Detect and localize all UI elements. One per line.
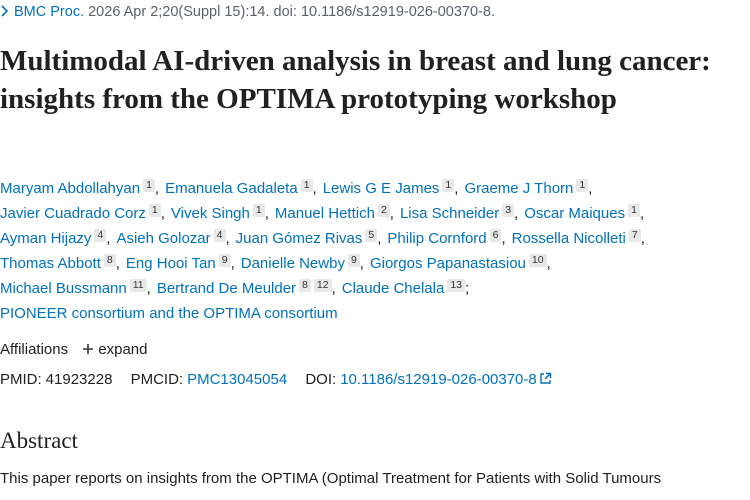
affiliation-number[interactable]: 4 xyxy=(94,229,107,242)
abstract-heading: Abstract xyxy=(0,428,78,453)
affiliation-number[interactable]: 13 xyxy=(447,279,466,292)
author-link[interactable]: Ayman Hijazy xyxy=(0,230,92,247)
author-link[interactable]: Thomas Abbott xyxy=(0,255,101,272)
doi-label: DOI: xyxy=(305,371,337,388)
separator: , xyxy=(588,180,593,197)
author-link[interactable]: Graeme J Thorn xyxy=(464,180,574,197)
pmid-value: 41923228 xyxy=(45,371,113,388)
author-link[interactable]: Giorgos Papanastasiou xyxy=(369,255,526,272)
pmcid-link[interactable]: PMC13045054 xyxy=(187,371,288,388)
affiliation-number[interactable]: 9 xyxy=(347,254,360,267)
affiliation-number[interactable]: 8 xyxy=(103,254,116,267)
author-link[interactable]: Vivek Singh xyxy=(170,205,250,222)
separator: , xyxy=(359,255,364,272)
pmcid-label: PMCID: xyxy=(130,371,184,388)
affiliation-number[interactable]: 1 xyxy=(148,204,161,217)
affiliation-number[interactable]: 1 xyxy=(576,179,589,192)
author-link[interactable]: Danielle Newby xyxy=(240,255,345,272)
separator: , xyxy=(454,180,459,197)
author-link[interactable]: Bertrand De Meulder xyxy=(156,280,297,297)
author-row: Thomas Abbott 8, Eng Hooi Tan 9, Danielle Ne… xyxy=(0,251,651,276)
separator: , xyxy=(312,180,317,197)
author-link[interactable]: Maryam Abdollahyan xyxy=(0,180,141,197)
affiliation-number[interactable]: 2 xyxy=(377,204,390,217)
affiliation-number[interactable]: 12 xyxy=(313,279,332,292)
author-row: PIONEER consortium and the OPTIMA consor… xyxy=(0,301,651,326)
citation: BMC Proc. 2026 Apr 2;20(Suppl 15):14. do… xyxy=(0,4,495,20)
affiliation-number[interactable]: 9 xyxy=(218,254,231,267)
separator: , xyxy=(115,255,120,272)
abstract-text: This paper reports on insights from the … xyxy=(0,470,662,487)
separator: , xyxy=(546,255,551,272)
author-link[interactable]: Manuel Hettich xyxy=(274,205,375,222)
separator: , xyxy=(331,280,336,297)
author-link[interactable]: Michael Bussmann xyxy=(0,280,127,297)
separator: , xyxy=(106,230,111,247)
affiliation-number[interactable]: 5 xyxy=(365,229,378,242)
affiliation-number[interactable]: 8 xyxy=(299,279,311,292)
separator: , xyxy=(146,280,151,297)
expand-label: expand xyxy=(98,341,148,358)
affiliation-number[interactable]: 6 xyxy=(489,229,502,242)
doi-link[interactable]: 10.1186/s12919-026-00370-8 xyxy=(340,371,537,388)
separator: , xyxy=(514,205,519,222)
author-link[interactable]: Juan Gómez Rivas xyxy=(235,230,363,247)
affiliation-number[interactable]: 1 xyxy=(143,179,155,192)
separator: , xyxy=(640,230,645,247)
affiliation-number[interactable]: 10 xyxy=(528,254,547,267)
affiliation-number[interactable]: 1 xyxy=(628,204,640,217)
affiliation-number[interactable]: 1 xyxy=(442,179,455,192)
identifiers: PMID: 41923228 PMCID: PMC13045054 DOI: 10.1… xyxy=(0,371,552,388)
article-title: Multimodal AI-driven analysis in breast … xyxy=(0,45,711,115)
author-link[interactable]: Eng Hooi Tan xyxy=(125,255,216,272)
expand-toggle[interactable]: expand xyxy=(82,341,147,358)
author-row: Maryam Abdollahyan 1, Emanuela Gadaleta 1, L… xyxy=(0,176,651,201)
separator: ; xyxy=(465,280,470,297)
collective-author[interactable]: PIONEER consortium and the OPTIMA consor… xyxy=(0,305,338,322)
author-row: Ayman Hijazy 4, Asieh Golozar 4, Juan Gómez … xyxy=(0,226,651,251)
affiliations-label: Affiliations xyxy=(0,341,69,358)
affiliation-number[interactable]: 3 xyxy=(502,204,515,217)
author-list: Maryam Abdollahyan 1, Emanuela Gadaleta 1, L… xyxy=(0,176,651,326)
external-link-icon xyxy=(540,372,551,384)
author-link[interactable]: Asieh Golozar xyxy=(116,230,211,247)
author-link[interactable]: Philip Cornford xyxy=(387,230,487,247)
separator: , xyxy=(230,255,235,272)
author-row: Javier Cuadrado Corz 1, Vivek Singh 1, Manue… xyxy=(0,201,651,226)
affiliation-number[interactable]: 11 xyxy=(129,279,147,292)
separator: , xyxy=(389,205,394,222)
author-link[interactable]: Rossella Nicolleti xyxy=(511,230,626,247)
affiliation-number[interactable]: 1 xyxy=(300,179,313,192)
affiliation-number[interactable]: 7 xyxy=(628,229,641,242)
author-link[interactable]: Lewis G E James xyxy=(322,180,440,197)
separator: , xyxy=(154,180,160,197)
separator: , xyxy=(639,205,645,222)
separator: , xyxy=(160,205,165,222)
author-link[interactable]: Emanuela Gadaleta xyxy=(165,180,298,197)
separator: , xyxy=(501,230,506,247)
author-link[interactable]: Javier Cuadrado Corz xyxy=(0,205,146,222)
citation-details: 2026 Apr 2;20(Suppl 15):14. doi: 10.1186… xyxy=(84,4,495,20)
chevron-icon xyxy=(1,5,9,17)
pmid-label: PMID: xyxy=(0,371,42,388)
journal-link[interactable]: BMC Proc. xyxy=(14,4,85,20)
separator: , xyxy=(264,205,269,222)
separator: , xyxy=(225,230,230,247)
affiliation-number[interactable]: 1 xyxy=(252,204,265,217)
author-link[interactable]: Claude Chelala xyxy=(341,280,445,297)
plus-icon xyxy=(83,344,94,354)
author-link[interactable]: Oscar Maiques xyxy=(524,205,626,222)
author-link[interactable]: Lisa Schneider xyxy=(399,205,500,222)
separator: , xyxy=(377,230,382,247)
affiliations: Affiliations expand xyxy=(0,341,147,358)
author-row: Michael Bussmann 11, Bertrand De Meulder 8 1… xyxy=(0,276,651,301)
affiliation-number[interactable]: 4 xyxy=(213,229,226,242)
